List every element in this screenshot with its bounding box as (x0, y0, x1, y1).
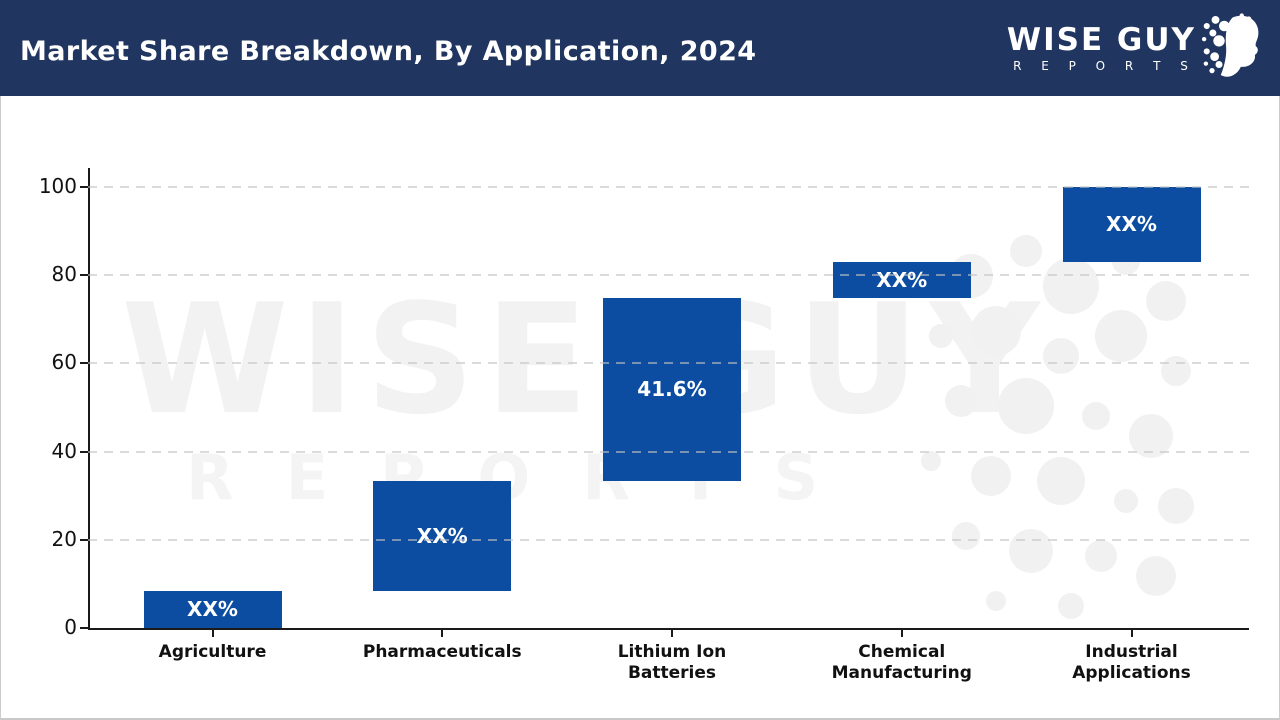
x-axis-category-label: Chemical Manufacturing (831, 642, 972, 683)
page-title: Market Share Breakdown, By Application, … (20, 36, 757, 67)
logo-face-icon (1201, 13, 1259, 77)
logo-wordmark: WISE GUY (1006, 21, 1196, 58)
wise-guy-reports-logo: WISE GUY R E P O R T S (1007, 8, 1268, 86)
gridline-20 (88, 538, 1249, 541)
bar-value-label: XX% (876, 267, 928, 292)
y-axis-tick-label: 100 (38, 174, 77, 198)
gridline-60 (88, 362, 1249, 365)
bar-pharmaceuticals: XX% (373, 481, 512, 591)
header-bar: Market Share Breakdown, By Application, … (0, 0, 1280, 96)
x-axis-category-label: Pharmaceuticals (362, 642, 522, 662)
bar-value-label: XX% (187, 597, 238, 622)
y-axis-tick (80, 186, 88, 188)
x-axis-tick (211, 630, 214, 637)
y-axis-tick-label: 60 (51, 350, 77, 375)
y-axis-tick (80, 362, 88, 365)
x-axis-tick (900, 630, 903, 637)
x-axis-tick (671, 630, 673, 637)
y-axis-tick (80, 274, 88, 277)
bar-agriculture: XX% (143, 590, 282, 628)
logo-text: WISE GUY R E P O R T S (1007, 22, 1196, 73)
bar-chemical: XX% (832, 261, 971, 298)
y-axis-tick (80, 627, 88, 629)
bar-lithium ion: 41.6% (603, 297, 741, 482)
x-axis-category-label: Agriculture (158, 642, 267, 662)
bar-value-label: XX% (1106, 212, 1157, 237)
y-axis-line (88, 168, 90, 630)
x-axis-category-label: Industrial Applications (1072, 642, 1191, 683)
y-axis-tick-label: 40 (51, 438, 77, 463)
y-axis-tick (80, 450, 88, 453)
y-axis-tick-label: 0 (64, 615, 77, 639)
bar-value-label: 41.6% (637, 377, 707, 402)
logo-subtitle: R E P O R T S (1013, 58, 1196, 73)
bar-value-label: XX% (416, 524, 468, 549)
y-axis-tick-label: 80 (51, 262, 77, 287)
gridline-40 (88, 450, 1249, 453)
chart-figure: WISE GUY REPORTS (0, 96, 1280, 720)
gridline-80 (88, 274, 1249, 277)
gridline-100 (88, 186, 1249, 188)
bar-industrial: XX% (1062, 187, 1201, 262)
y-axis-tick-label: 20 (51, 526, 77, 551)
x-axis-category-label: Lithium Ion Batteries (617, 642, 727, 683)
x-axis-line (88, 628, 1249, 630)
y-axis-tick (80, 538, 88, 541)
x-axis-tick (441, 630, 444, 637)
x-axis-tick (1130, 630, 1133, 637)
